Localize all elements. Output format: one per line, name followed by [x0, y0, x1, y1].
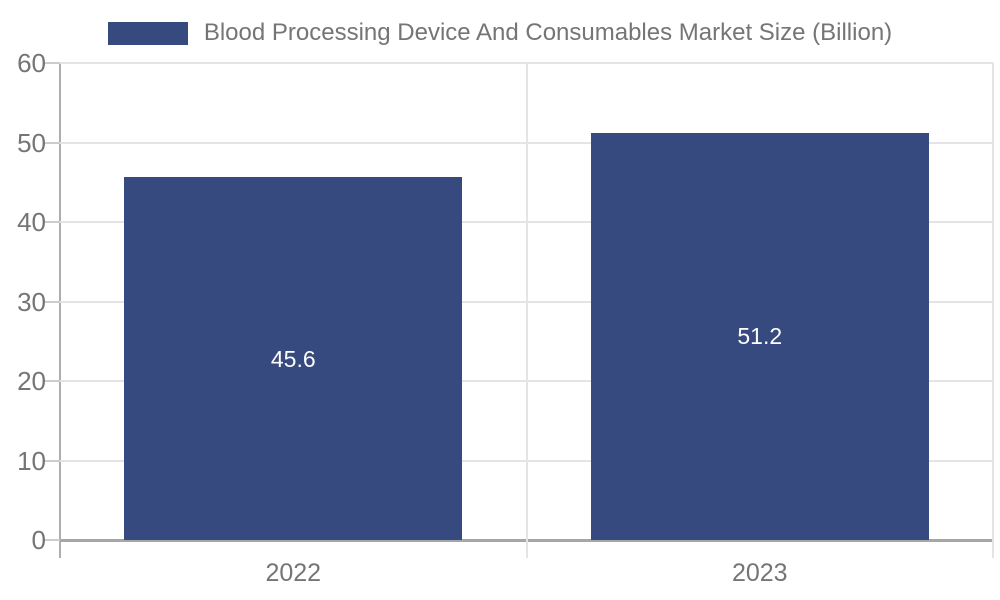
x-tick-label: 2023 — [731, 559, 788, 587]
x-tick-label: 2022 — [265, 559, 322, 587]
y-tick-mark — [44, 459, 60, 462]
x-tick-mark — [992, 540, 994, 558]
y-tick-mark — [44, 380, 60, 382]
y-tick-label: 0 — [31, 525, 46, 555]
legend-label: Blood Processing Device And Consumables … — [203, 19, 893, 46]
y-tick-mark — [44, 300, 60, 303]
x-gridline — [525, 63, 528, 540]
y-tick-label: 10 — [17, 445, 46, 476]
x-tick-mark — [525, 540, 528, 558]
y-tick-mark — [44, 539, 60, 541]
y-tick-label: 40 — [17, 207, 46, 237]
y-tick-mark — [44, 141, 60, 144]
bar-2022[interactable] — [124, 177, 463, 540]
y-tick-label: 50 — [17, 127, 46, 158]
y-tick-mark — [44, 221, 60, 223]
legend-item[interactable]: Blood Processing Device And Consumables … — [0, 14, 1000, 52]
legend-swatch-icon — [107, 21, 188, 45]
bar-value-label: 51.2 — [737, 323, 783, 350]
y-tick-label: 20 — [17, 366, 46, 396]
bar-2023[interactable] — [590, 132, 929, 540]
y-tick-label: 60 — [17, 48, 46, 78]
x-gridline — [992, 63, 994, 540]
bar-value-label: 45.6 — [270, 345, 316, 372]
y-tick-label: 30 — [17, 286, 46, 317]
y-tick-mark — [44, 62, 60, 64]
y-axis-line — [59, 63, 61, 558]
